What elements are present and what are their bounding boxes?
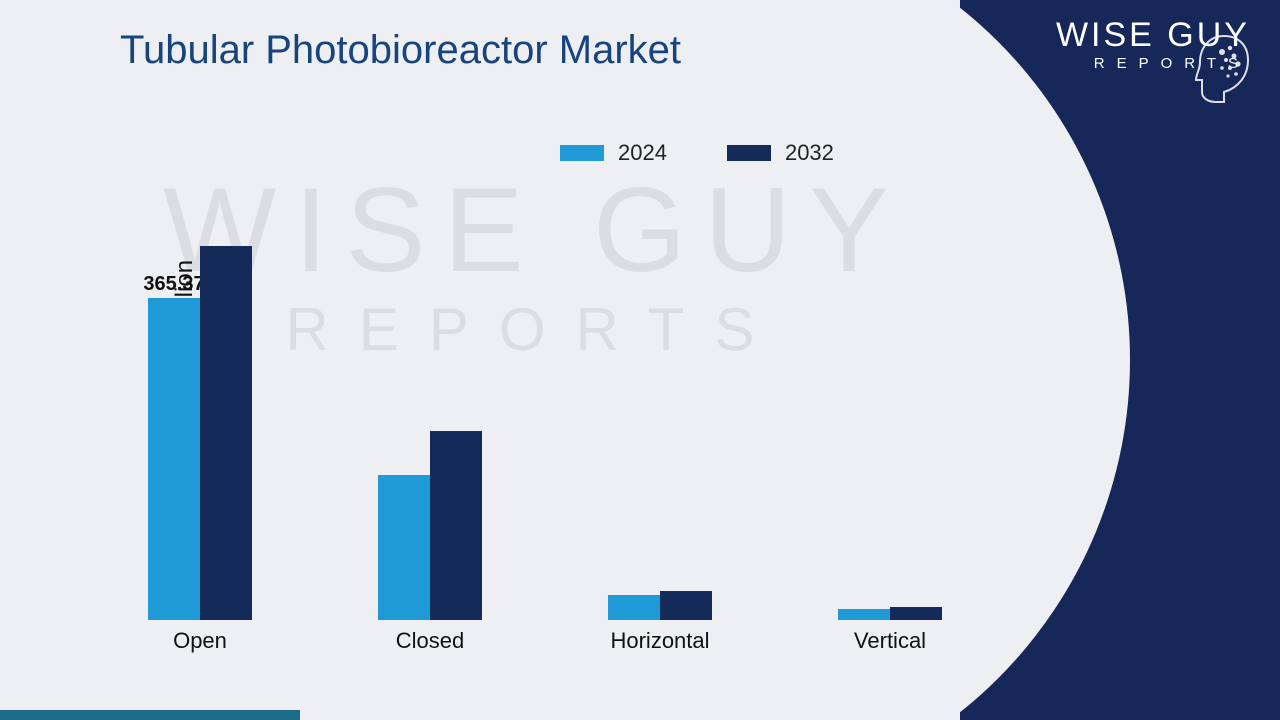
legend-item: 2032 bbox=[727, 140, 834, 166]
legend-item: 2024 bbox=[560, 140, 667, 166]
bar bbox=[838, 609, 890, 620]
x-category-label: Closed bbox=[396, 628, 464, 654]
bar bbox=[200, 246, 252, 620]
head-icon bbox=[1194, 34, 1254, 104]
legend-swatch bbox=[560, 145, 604, 161]
bar bbox=[430, 431, 482, 620]
chart-legend: 2024 2032 bbox=[560, 140, 834, 166]
chart-title: Tubular Photobioreactor Market bbox=[120, 28, 681, 73]
bar-value-label: 365.37 bbox=[143, 273, 204, 296]
brand-logo: WISE GUY REPORTS bbox=[1056, 18, 1250, 71]
x-category-label: Horizontal bbox=[610, 628, 709, 654]
legend-label: 2032 bbox=[785, 140, 834, 166]
bottom-accent-bar bbox=[0, 710, 300, 720]
legend-swatch bbox=[727, 145, 771, 161]
x-category-label: Vertical bbox=[854, 628, 926, 654]
x-category-label: Open bbox=[173, 628, 227, 654]
bar bbox=[608, 595, 660, 620]
stage: WISE GUY REPORTS Tubular Photobioreactor… bbox=[0, 0, 1280, 720]
plot-area: 365.37 bbox=[95, 180, 1035, 620]
bar bbox=[890, 607, 942, 620]
bar bbox=[660, 591, 712, 620]
bar bbox=[378, 475, 430, 620]
bar bbox=[148, 298, 200, 620]
legend-label: 2024 bbox=[618, 140, 667, 166]
